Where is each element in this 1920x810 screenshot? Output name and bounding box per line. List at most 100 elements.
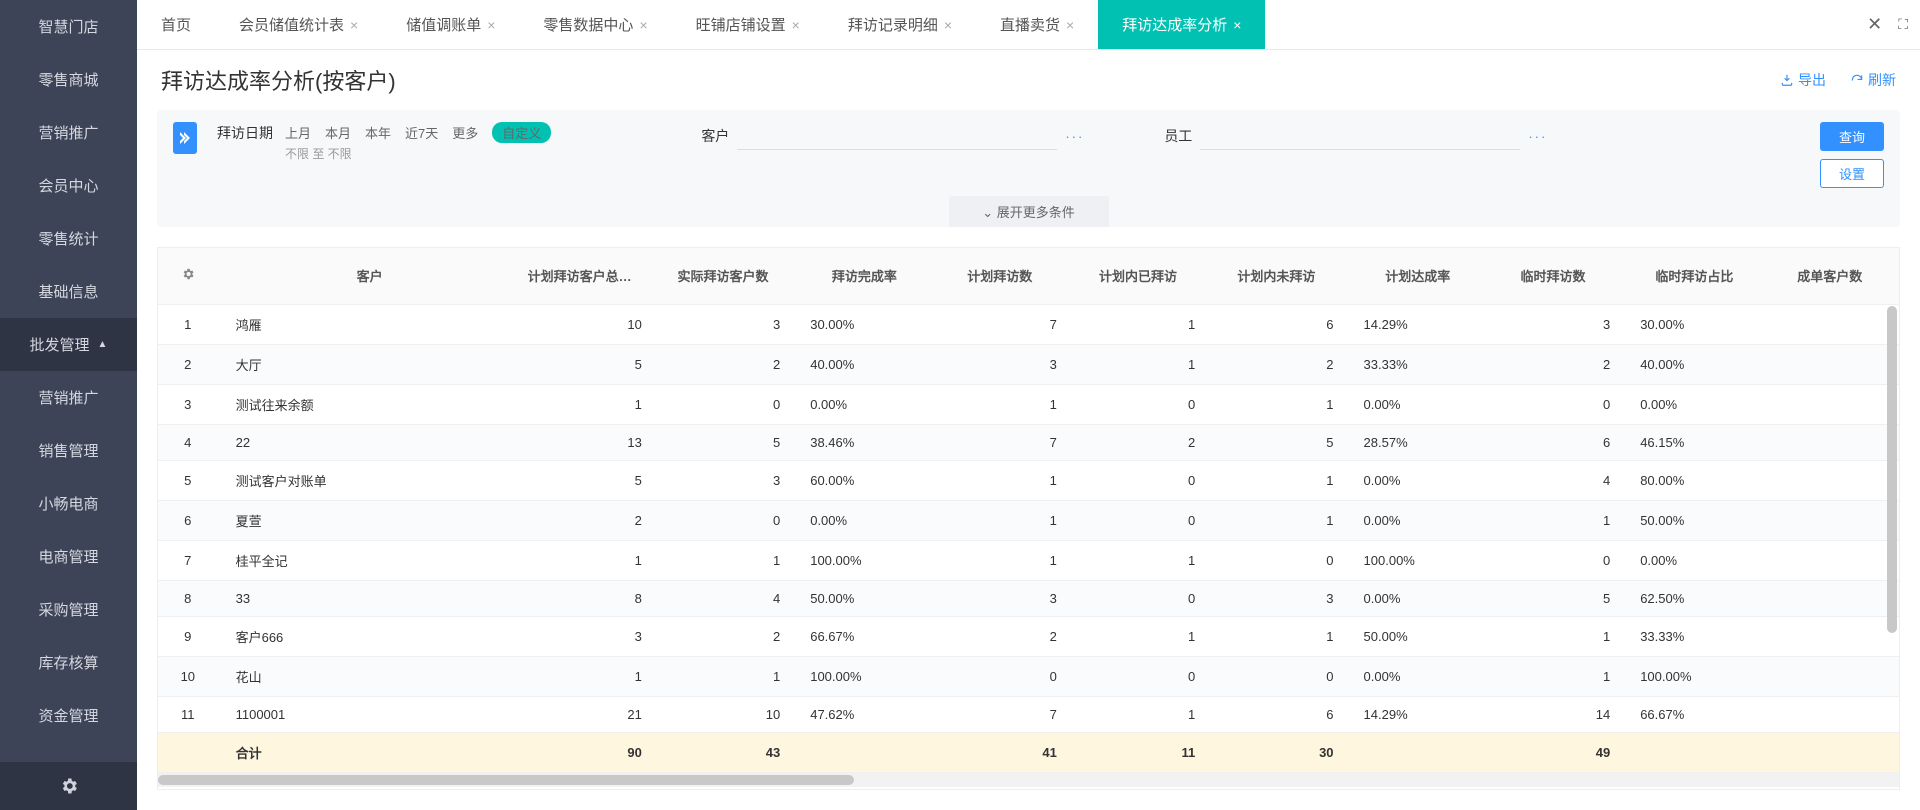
- tab-label: 旺铺店铺设置: [696, 14, 786, 35]
- total-cell: [1622, 732, 1760, 772]
- sidebar-item-0[interactable]: 智慧门店: [0, 0, 137, 53]
- cell: 1: [516, 540, 654, 580]
- col-header-0[interactable]: [158, 248, 218, 304]
- sidebar-item-11[interactable]: 采购管理: [0, 583, 137, 636]
- date-opt-0[interactable]: 上月: [285, 123, 311, 142]
- tab-0[interactable]: 首页: [137, 0, 215, 49]
- cell: 33.33%: [1622, 616, 1760, 656]
- vertical-scrollbar[interactable]: [1887, 306, 1897, 773]
- customer-input[interactable]: [737, 122, 1057, 150]
- cell: 1: [654, 656, 792, 696]
- employee-more[interactable]: ···: [1528, 129, 1547, 144]
- table-row[interactable]: 2大厅5240.00%31233.33%240.00%: [158, 344, 1899, 384]
- cell: 40.00%: [792, 344, 930, 384]
- cell: 0.00%: [792, 500, 930, 540]
- table-row[interactable]: 111100001211047.62%71614.29%1466.67%: [158, 696, 1899, 732]
- sidebar-item-9[interactable]: 小畅电商: [0, 477, 137, 530]
- tab-label: 首页: [161, 14, 191, 35]
- tab-label: 零售数据中心: [543, 14, 633, 35]
- settings-button[interactable]: 设置: [1820, 159, 1884, 188]
- cell: 8: [516, 580, 654, 616]
- refresh-button[interactable]: 刷新: [1850, 70, 1896, 90]
- sidebar-item-7[interactable]: 营销推广: [0, 371, 137, 424]
- tab-3[interactable]: 零售数据中心 ×: [519, 0, 671, 49]
- close-icon[interactable]: ×: [792, 17, 800, 33]
- table-row[interactable]: 7桂平全记11100.00%110100.00%00.00%: [158, 540, 1899, 580]
- table-row[interactable]: 1鸿雁10330.00%71614.29%330.00%: [158, 304, 1899, 344]
- table-row[interactable]: 3测试往来余额100.00%1010.00%00.00%: [158, 384, 1899, 424]
- tab-4[interactable]: 旺铺店铺设置 ×: [672, 0, 824, 49]
- tab-2[interactable]: 储值调账单×: [382, 0, 519, 49]
- sidebar-item-6[interactable]: 批发管理▲: [0, 318, 137, 371]
- date-opt-2[interactable]: 本年: [365, 123, 391, 142]
- tab-label: 拜访记录明细: [848, 14, 938, 35]
- customer-more[interactable]: ···: [1065, 129, 1084, 144]
- cell: 3: [1484, 304, 1622, 344]
- sidebar-settings[interactable]: [0, 762, 137, 810]
- cell-customer: 1100001: [218, 696, 516, 732]
- export-button[interactable]: 导出: [1780, 70, 1826, 90]
- date-opt-4[interactable]: 更多: [452, 123, 478, 142]
- cell: 1: [1207, 384, 1345, 424]
- cell: 0: [1484, 384, 1622, 424]
- cell: 3: [931, 344, 1069, 384]
- tab-7[interactable]: 拜访达成率分析×: [1098, 0, 1265, 49]
- employee-input[interactable]: [1200, 122, 1520, 150]
- col-header-2[interactable]: 计划拜访客户总数（计划+临时）: [516, 248, 654, 304]
- horizontal-scrollbar[interactable]: [158, 773, 1899, 787]
- close-icon[interactable]: ×: [350, 17, 358, 33]
- col-header-6[interactable]: 计划内已拜访: [1069, 248, 1207, 304]
- close-icon[interactable]: ×: [1233, 17, 1241, 33]
- sidebar-item-8[interactable]: 销售管理: [0, 424, 137, 477]
- sidebar-item-12[interactable]: 库存核算: [0, 636, 137, 689]
- col-header-11[interactable]: 成单客户数: [1761, 248, 1899, 304]
- close-icon[interactable]: ×: [1066, 17, 1074, 33]
- sidebar-item-1[interactable]: 零售商城: [0, 53, 137, 106]
- table-row[interactable]: 6夏萱200.00%1010.00%150.00%: [158, 500, 1899, 540]
- close-icon[interactable]: ×: [944, 17, 952, 33]
- cell: 0: [1207, 656, 1345, 696]
- table-row[interactable]: 5测试客户对账单5360.00%1010.00%480.00%: [158, 460, 1899, 500]
- col-header-3[interactable]: 实际拜访客户数: [654, 248, 792, 304]
- cell: 0: [1069, 500, 1207, 540]
- filter-toggle[interactable]: [173, 122, 197, 154]
- row-index: 8: [158, 580, 218, 616]
- total-cell: 43: [654, 732, 792, 772]
- table-row[interactable]: 8338450.00%3030.00%562.50%: [158, 580, 1899, 616]
- cell: 4: [654, 580, 792, 616]
- col-header-7[interactable]: 计划内未拜访: [1207, 248, 1345, 304]
- date-opt-3[interactable]: 近7天: [405, 123, 438, 142]
- date-custom-pill[interactable]: 自定义: [492, 122, 551, 143]
- cell: 60.00%: [792, 460, 930, 500]
- col-header-1[interactable]: 客户: [218, 248, 516, 304]
- tab-close-all-icon[interactable]: ✕: [1867, 14, 1882, 35]
- table-row[interactable]: 10花山11100.00%0000.00%1100.00%: [158, 656, 1899, 696]
- close-icon[interactable]: ×: [639, 17, 647, 33]
- cell: 0.00%: [792, 384, 930, 424]
- col-header-5[interactable]: 计划拜访数: [931, 248, 1069, 304]
- sidebar-item-4[interactable]: 零售统计: [0, 212, 137, 265]
- col-header-8[interactable]: 计划达成率: [1346, 248, 1484, 304]
- tab-5[interactable]: 拜访记录明细 ×: [824, 0, 976, 49]
- col-header-4[interactable]: 拜访完成率: [792, 248, 930, 304]
- cell-customer: 花山: [218, 656, 516, 696]
- col-header-10[interactable]: 临时拜访占比: [1622, 248, 1760, 304]
- date-opt-1[interactable]: 本月: [325, 123, 351, 142]
- sidebar-item-5[interactable]: 基础信息: [0, 265, 137, 318]
- filter-employee-label: 员工: [1164, 125, 1192, 147]
- tab-6[interactable]: 直播卖货×: [976, 0, 1098, 49]
- sidebar-item-13[interactable]: 资金管理: [0, 689, 137, 742]
- close-icon[interactable]: ×: [487, 17, 495, 33]
- cell: 0: [1069, 460, 1207, 500]
- expand-filters[interactable]: ⌄ 展开更多条件: [949, 196, 1109, 227]
- search-button[interactable]: 查询: [1820, 122, 1884, 151]
- cell: [1761, 500, 1899, 540]
- sidebar-item-2[interactable]: 营销推广: [0, 106, 137, 159]
- table-row[interactable]: 42213538.46%72528.57%646.15%: [158, 424, 1899, 460]
- col-header-9[interactable]: 临时拜访数: [1484, 248, 1622, 304]
- tab-1[interactable]: 会员储值统计表×: [215, 0, 382, 49]
- table-row[interactable]: 9客户6663266.67%21150.00%133.33%: [158, 616, 1899, 656]
- fullscreen-icon[interactable]: ⛶: [1898, 16, 1908, 33]
- sidebar-item-3[interactable]: 会员中心: [0, 159, 137, 212]
- sidebar-item-10[interactable]: 电商管理: [0, 530, 137, 583]
